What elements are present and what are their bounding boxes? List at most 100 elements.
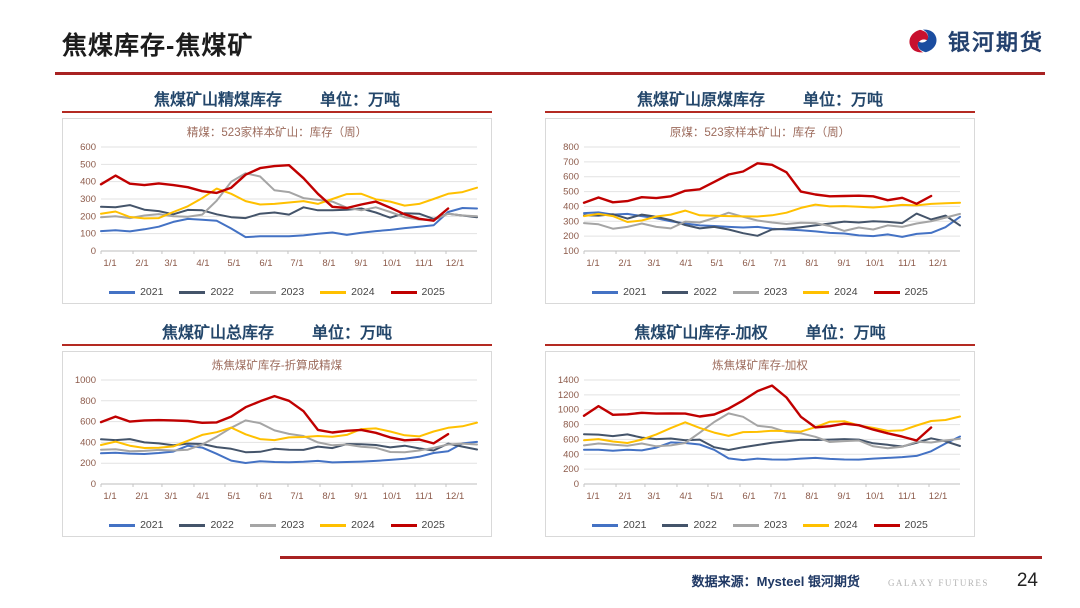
series-line-2021	[583, 435, 961, 462]
legend-swatch-2022	[179, 523, 206, 527]
series-line-2024	[583, 201, 961, 223]
legend-item: 2024	[320, 519, 375, 531]
chart-inner-title: 炼焦煤矿库存-加权	[712, 360, 808, 372]
legend-swatch-2024	[320, 523, 347, 527]
panel-title-underline	[62, 344, 492, 346]
legend-label: 2024	[834, 286, 858, 298]
legend-item: 2022	[179, 519, 234, 531]
legend-swatch-2025	[873, 290, 900, 294]
y-axis-tick-label: 1000	[558, 405, 579, 416]
legend-item: 2022	[179, 286, 234, 298]
chart-box: 炼焦煤矿库存-折算成精煤 0 200 400 600 800 1000 1/1 2/1 3/1 4/…	[62, 351, 492, 537]
y-axis-tick-label: 600	[80, 142, 96, 153]
panel-title-underline	[62, 111, 492, 113]
legend-swatch-2022	[662, 290, 689, 294]
y-axis-tick-label: 1200	[558, 390, 579, 401]
x-axis-tick-label: 10/1	[866, 491, 885, 502]
x-axis-tick-label: 8/1	[805, 491, 818, 502]
chart-legend: 2021 2022 2023 2024 2025	[63, 286, 491, 298]
legend-item: 2021	[109, 286, 163, 298]
legend-swatch-2023	[249, 290, 276, 294]
data-source-label: 数据来源：Mysteel 银河期货	[691, 574, 860, 589]
series-line-2021	[100, 440, 478, 464]
panel-header: 焦煤矿山原煤库存 单位：万吨	[545, 86, 975, 110]
x-axis-tick-label: 1/1	[586, 258, 599, 269]
series-line-2023	[583, 211, 961, 232]
chart-grid: 焦煤矿山精煤库存 单位：万吨 精煤：523家样本矿山：库存（周） 0 100 200 300…	[62, 86, 975, 537]
series-line-2024	[583, 415, 961, 444]
legend-swatch-2021	[109, 523, 136, 527]
legend-label: 2021	[623, 286, 647, 298]
y-axis-tick-label: 400	[80, 437, 96, 448]
x-axis-tick-label: 6/1	[259, 258, 272, 269]
x-axis-tick-label: 12/1	[929, 491, 948, 502]
legend-swatch-2025	[390, 523, 417, 527]
x-axis-tick-label: 3/1	[647, 491, 660, 502]
y-axis-tick-label: 200	[80, 211, 96, 222]
legend-item: 2021	[109, 519, 163, 531]
brand-logo: 银河期货	[905, 24, 1044, 58]
panel-title-underline	[545, 344, 975, 346]
x-axis-tick-label: 2/1	[618, 258, 631, 269]
chart-inner-title: 炼焦煤矿库存-折算成精煤	[211, 360, 343, 372]
y-axis-tick-label: 600	[80, 417, 96, 428]
series-line-2022	[100, 204, 478, 220]
y-axis-tick-label: 700	[563, 157, 579, 168]
legend-label: 2021	[623, 519, 647, 531]
legend-item: 2021	[592, 286, 646, 298]
legend-label: 2024	[351, 519, 375, 531]
x-axis-tick-label: 11/1	[415, 258, 433, 269]
chart-plot: 100 200 300 400 500 600 700 800 1/1 2/1 3/1 4/1 5/1 6…	[563, 142, 961, 269]
legend-item: 2025	[873, 286, 928, 298]
panel-unit-label: 单位：万吨	[312, 325, 393, 342]
chart-plot: 0 200 400 600 800 1000 1/1 2/1 3/1 4/1 5/1 6/1 7/1 8/…	[75, 375, 478, 502]
legend-item: 2021	[592, 519, 646, 531]
legend-label: 2025	[421, 286, 445, 298]
y-axis-tick-label: 500	[80, 159, 96, 170]
legend-label: 2022	[693, 519, 717, 531]
legend-label: 2024	[351, 286, 375, 298]
chart-box: 原煤：523家样本矿山：库存（周） 100 200 300 400 500 600 700 80…	[545, 118, 975, 304]
header-divider	[55, 72, 1045, 75]
y-axis-tick-label: 1000	[75, 375, 96, 386]
legend-label: 2022	[693, 286, 717, 298]
x-axis-tick-label: 11/1	[898, 258, 916, 269]
legend-label: 2023	[763, 286, 788, 298]
y-axis-tick-label: 800	[563, 142, 579, 153]
legend-swatch-2022	[179, 290, 206, 294]
legend-swatch-2025	[873, 523, 900, 527]
x-axis-tick-label: 9/1	[837, 491, 850, 502]
legend-item: 2025	[390, 286, 445, 298]
brand-name: 银河期货	[947, 30, 1044, 55]
x-axis-tick-label: 10/1	[383, 491, 402, 502]
y-axis-tick-label: 600	[563, 434, 579, 445]
x-axis-tick-label: 4/1	[679, 258, 692, 269]
x-axis-tick-label: 2/1	[135, 491, 148, 502]
series-line-2022	[100, 438, 478, 454]
panel-header: 焦煤矿山库存-加权 单位：万吨	[545, 319, 975, 343]
legend-swatch-2023	[732, 290, 759, 294]
y-axis-tick-label: 300	[563, 216, 579, 227]
legend-swatch-2021	[592, 523, 619, 527]
legend-item: 2025	[873, 519, 928, 531]
x-axis-tick-label: 7/1	[773, 491, 786, 502]
series-line-2022	[583, 212, 961, 237]
x-axis-tick-label: 11/1	[898, 491, 916, 502]
x-axis-tick-label: 8/1	[322, 258, 335, 269]
footer: 数据来源：Mysteel 银河期货 GALAXY FUTURES 24	[692, 570, 1038, 592]
chart-plot: 0 100 200 300 400 500 600 1/1 2/1 3/1 4/1 5/1 6/1 7/1…	[80, 142, 478, 269]
legend-label: 2025	[421, 519, 445, 531]
x-axis-tick-label: 12/1	[446, 258, 465, 269]
y-axis-tick-label: 200	[563, 464, 579, 475]
x-axis-tick-label: 2/1	[135, 258, 148, 269]
series-line-2024	[100, 421, 478, 449]
y-axis-tick-label: 1400	[558, 375, 579, 386]
series-line-2021	[100, 207, 478, 239]
legend-item: 2023	[732, 286, 788, 298]
x-axis-tick-label: 8/1	[805, 258, 818, 269]
series-line-2023	[100, 172, 478, 222]
series-line-2025	[582, 162, 933, 206]
chart-plot: 0 200 400 600 800 1000 1200 1400 1/1 2/1 3/1 4/1 5/1…	[558, 375, 961, 502]
legend-swatch-2023	[732, 523, 759, 527]
panel-header: 焦煤矿山总库存 单位：万吨	[62, 319, 492, 343]
